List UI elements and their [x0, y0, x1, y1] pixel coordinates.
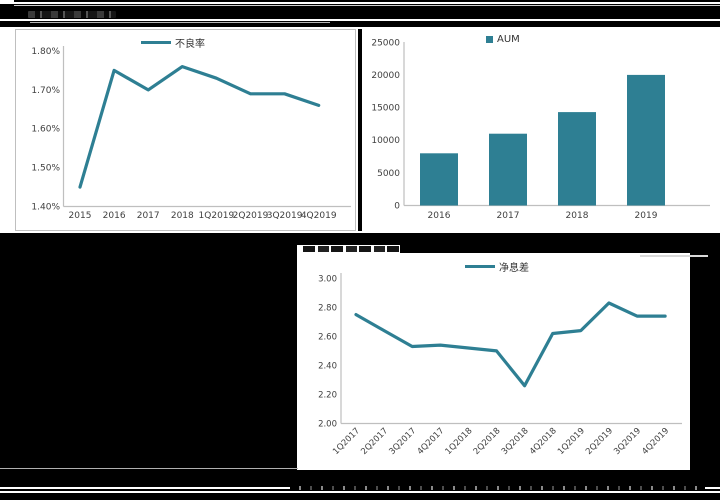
x-tick-label: 1Q2019	[556, 426, 587, 457]
y-tick-label: 15000	[371, 104, 400, 114]
black-strip	[690, 233, 720, 500]
redacted-footer-bar	[0, 470, 720, 500]
x-tick-label: 2016	[103, 211, 126, 221]
y-tick-label: 20000	[371, 71, 400, 81]
y-tick-label: 1.40%	[31, 203, 60, 213]
black-block	[0, 233, 297, 470]
npl-line-chart: 1.40% 1.50% 1.60% 1.70% 1.80% 2015 2016 2017 201…	[31, 46, 351, 221]
panel-divider	[358, 29, 362, 231]
x-tick-label: 2019	[635, 211, 658, 221]
aum-legend: AUM	[486, 34, 520, 45]
npl-legend: 不良率	[141, 35, 205, 50]
banner-rule-line	[0, 491, 720, 493]
x-tick-label: 2Q2019	[584, 426, 615, 457]
y-tick-label: 0	[394, 202, 400, 212]
redacted-text	[290, 486, 705, 490]
legend-label: AUM	[497, 34, 520, 45]
legend-label: 不良率	[175, 39, 205, 50]
x-tick-label: 2Q2018	[472, 426, 503, 457]
banner-rule-line	[0, 19, 720, 21]
banner-rule-line	[0, 468, 298, 469]
redacted-chart-title	[303, 246, 399, 252]
banner-rule-line	[14, 2, 720, 4]
y-tick-label: 1.50%	[31, 164, 60, 174]
legend-line-marker	[141, 41, 171, 44]
y-tick-label: 1.80%	[31, 47, 60, 57]
y-tick-label: 2.00	[318, 420, 337, 430]
x-tick-label: 3Q2019	[612, 426, 643, 457]
x-tick-label: 3Q2018	[500, 426, 531, 457]
y-tick-label: 2.40	[318, 361, 337, 371]
x-tick-label: 4Q2017	[415, 426, 446, 457]
aum-bar-chart: 0 5000 10000 15000 20000 25000 2016 2017 2018 201…	[371, 38, 710, 221]
x-tick-label: 2016	[428, 211, 451, 221]
nim-chart-panel[interactable]: 净息差 2.00 2.20 2.40 2.60 2.80 3.00 1Q2017 2Q2017…	[297, 245, 690, 468]
y-tick-label: 10000	[371, 136, 400, 146]
legend-label: 净息差	[499, 263, 529, 274]
redacted-text	[28, 11, 116, 18]
x-tick-label: 2018	[566, 211, 589, 221]
nim-legend: 净息差	[465, 259, 529, 274]
y-tick-label: 2.20	[318, 391, 337, 401]
data-line	[78, 64, 321, 189]
bar	[558, 112, 596, 206]
bar	[420, 153, 458, 206]
y-tick-label: 2.80	[318, 303, 337, 313]
banner-rule-line	[14, 5, 720, 6]
x-tick-label: 3Q2017	[387, 426, 418, 457]
y-tick-label: 1.70%	[31, 86, 60, 96]
x-tick-label: 1Q2019	[199, 211, 235, 221]
x-tick-label: 3Q2019	[267, 211, 303, 221]
banner-rule-line	[30, 22, 330, 23]
y-tick-label: 5000	[377, 169, 400, 179]
x-tick-label: 2Q2019	[233, 211, 269, 221]
redacted-title-bar	[0, 0, 720, 27]
nim-line-chart: 2.002.202.402.602.803.001Q20172Q20173Q20…	[318, 273, 682, 457]
bar	[489, 133, 527, 206]
x-tick-label: 2018	[171, 211, 194, 221]
x-tick-label: 4Q2018	[528, 426, 559, 457]
x-tick-label: 1Q2018	[444, 426, 475, 457]
x-tick-label: 1Q2017	[331, 426, 362, 457]
x-tick-label: 2Q2017	[359, 426, 390, 457]
x-tick-label: 2017	[497, 211, 520, 221]
y-tick-label: 25000	[371, 38, 400, 48]
black-strip	[400, 245, 690, 253]
x-tick-label: 4Q2019	[640, 426, 671, 457]
y-tick-label: 2.60	[318, 332, 337, 342]
x-tick-label: 4Q2019	[301, 211, 337, 221]
legend-square-marker	[486, 36, 493, 43]
data-line	[354, 301, 667, 388]
y-tick-label: 1.60%	[31, 125, 60, 135]
bar	[627, 74, 665, 206]
legend-line-marker	[465, 265, 495, 268]
banner-rule-line	[640, 255, 708, 257]
npl-chart-panel[interactable]: 不良率 1.40% 1.50% 1.60% 1.70% 1.80% 2015 2016 201…	[15, 29, 356, 231]
x-tick-label: 2017	[137, 211, 160, 221]
x-tick-label: 2015	[69, 211, 92, 221]
aum-chart-panel[interactable]: AUM 0 5000 10000 15000 20000 25000 2016 2017 201…	[362, 29, 720, 231]
y-tick-label: 3.00	[318, 274, 337, 284]
banner-notch	[0, 0, 14, 4]
